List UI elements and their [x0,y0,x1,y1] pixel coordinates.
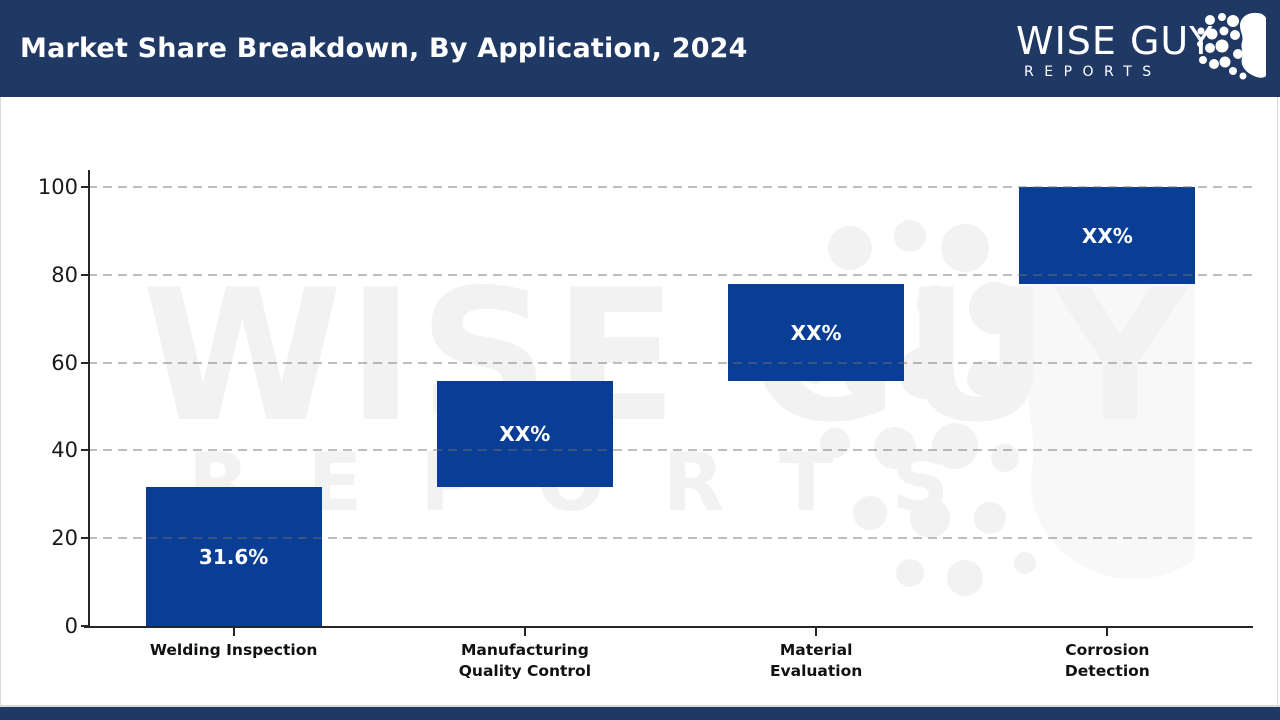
gridline-60 [88,361,1253,364]
x-tick-mark [523,628,526,636]
x-axis-line [84,626,1253,628]
y-tick-label: 100 [37,175,78,199]
bar-value-label: XX% [1081,223,1133,248]
chart-area [0,97,1278,717]
x-tick-mark [815,628,818,636]
watermark-wordmark: WISE GUY [142,250,1191,462]
logo-head-dots-icon [1197,12,1266,79]
gridline-40 [88,449,1253,452]
bar-segment [1019,187,1196,285]
y-tick-mark [81,186,88,188]
y-axis-line [88,170,90,628]
category-label: Welding Inspection [149,641,318,659]
y-tick-label: 40 [51,438,78,463]
y-tick-label: 20 [51,526,78,551]
y-tick-mark [81,361,88,364]
gridline-100 [88,186,1253,188]
y-tick-label: 60 [51,350,78,375]
footer-bar [0,707,1280,720]
logo-face-profile-icon [1240,12,1266,78]
bar-segment [728,284,905,382]
logo-line1: WISE GUY [1016,19,1213,63]
bar-value-label: XX% [499,422,551,447]
bar-value-label: 31.6% [198,544,269,569]
category-label: Corrosion Detection [1064,641,1150,680]
y-tick-label: 0 [64,614,78,638]
category-label: Manufacturing Quality Control [458,641,592,680]
x-tick-mark [1106,628,1109,636]
y-tick-mark [81,273,88,276]
header-bar: Market Share Breakdown, By Application, … [0,0,1280,97]
wise-guy-logo: WISE GUY REPORTS [1016,12,1266,80]
page-title: Market Share Breakdown, By Application, … [20,33,748,64]
y-tick-label: 80 [51,262,78,287]
y-tick-mark [81,449,88,452]
bar-segment [436,381,613,488]
y-tick-mark [81,537,88,540]
bar-segment [145,487,322,626]
gridline-80 [88,273,1253,276]
x-tick-mark [232,628,235,636]
gridline-20 [88,537,1253,540]
bar-value-label: XX% [790,320,842,345]
bottom-hairline [0,705,1280,707]
category-label: Material Evaluation [769,641,863,680]
logo-line2: REPORTS [1024,64,1162,80]
y-tick-mark [81,625,88,627]
